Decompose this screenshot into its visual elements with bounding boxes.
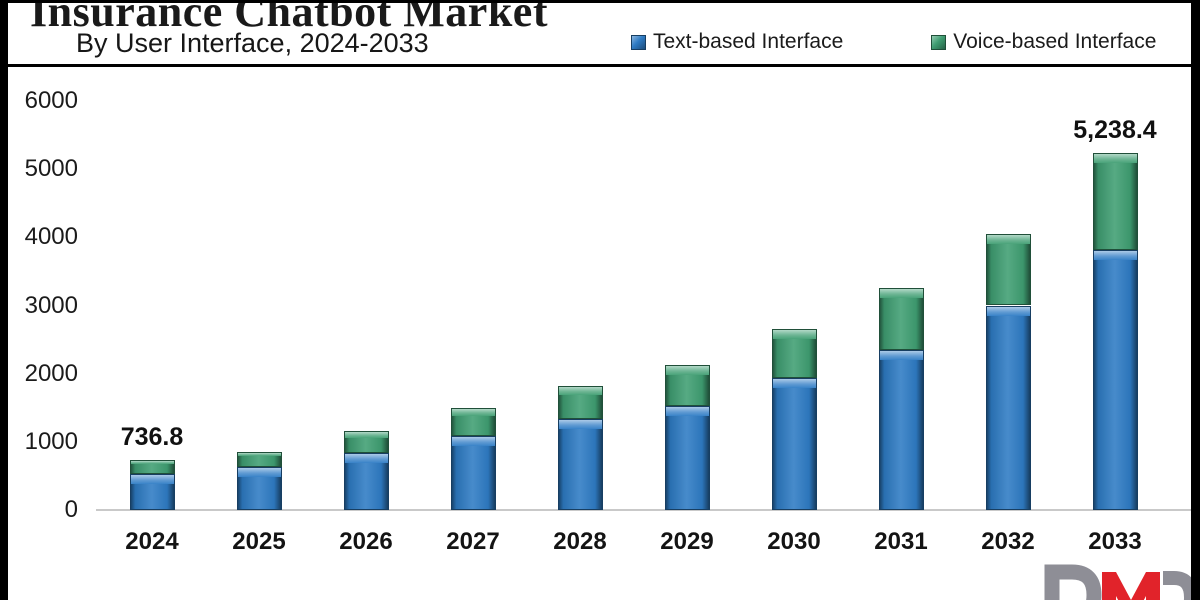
logo-letter-r bbox=[1163, 571, 1199, 600]
dmr-logo-graphic bbox=[1044, 564, 1199, 600]
bar-2028-text-based-interface bbox=[558, 419, 603, 510]
x-axis-label: 2028 bbox=[553, 528, 607, 555]
legend-item-text-based: Text-based Interface bbox=[631, 30, 843, 54]
bar-2028-voice-based-interface bbox=[558, 385, 603, 420]
bar-2025-voice-based-interface bbox=[237, 451, 282, 467]
page-subtitle: By User Interface, 2024-2033 bbox=[76, 28, 429, 58]
bar-2032-voice-based-interface bbox=[986, 233, 1031, 306]
legend-swatch-green-icon bbox=[931, 34, 947, 50]
bar-top-bevel bbox=[1094, 251, 1137, 261]
x-axis-label: 2033 bbox=[1088, 528, 1142, 555]
legend: Text-based Interface Voice-based Interfa… bbox=[631, 30, 1156, 54]
x-axis-label: 2030 bbox=[767, 528, 821, 555]
frame-border-top bbox=[0, 0, 1200, 3]
y-axis-tick-label: 0 bbox=[64, 496, 78, 523]
x-axis-label: 2029 bbox=[660, 528, 714, 555]
bar-2026-text-based-interface bbox=[344, 453, 389, 510]
x-axis-label: 2025 bbox=[232, 528, 286, 555]
bar-2026-voice-based-interface bbox=[344, 430, 389, 454]
x-axis-label: 2032 bbox=[981, 528, 1035, 555]
bar-top-bevel bbox=[345, 454, 388, 464]
bar-top-bevel bbox=[559, 420, 602, 430]
bar-top-bevel bbox=[987, 306, 1030, 316]
y-axis-tick-label: 6000 bbox=[24, 87, 78, 114]
header-divider bbox=[0, 64, 1200, 67]
legend-item-voice-based: Voice-based Interface bbox=[931, 30, 1156, 54]
bar-2033-text-based-interface bbox=[1093, 250, 1138, 510]
bar-top-bevel bbox=[666, 406, 709, 416]
bar-total-label: 5,238.4 bbox=[1073, 115, 1157, 144]
bar-2032-text-based-interface bbox=[986, 305, 1031, 510]
bar-2025-text-based-interface bbox=[237, 466, 282, 510]
bar-total-label: 736.8 bbox=[120, 422, 184, 451]
bar-2024-voice-based-interface bbox=[130, 459, 175, 474]
x-axis-label: 2024 bbox=[125, 528, 179, 555]
bar-top-bevel bbox=[131, 474, 174, 484]
dmr-logo bbox=[1042, 562, 1200, 600]
y-axis-tick-label: 5000 bbox=[24, 155, 78, 183]
bar-top-bevel bbox=[131, 460, 174, 465]
logo-letter-m bbox=[1102, 572, 1160, 600]
bar-top-bevel bbox=[238, 467, 281, 477]
bar-top-bevel bbox=[773, 329, 816, 339]
bar-2033-voice-based-interface bbox=[1093, 152, 1138, 251]
x-axis-label: 2026 bbox=[339, 528, 393, 555]
bar-top-bevel bbox=[987, 234, 1030, 244]
bar-top-bevel bbox=[345, 431, 388, 438]
x-axis-label: 2027 bbox=[446, 528, 500, 555]
logo-letter-d bbox=[1044, 564, 1102, 600]
bar-top-bevel bbox=[666, 365, 709, 375]
bar-top-bevel bbox=[238, 452, 281, 457]
bar-top-bevel bbox=[880, 350, 923, 360]
y-axis-tick-label: 2000 bbox=[24, 359, 78, 387]
x-axis-label: 2031 bbox=[874, 528, 928, 555]
y-axis-tick-label: 3000 bbox=[24, 291, 78, 319]
frame-border-right bbox=[1191, 0, 1200, 600]
bar-2030-voice-based-interface bbox=[772, 328, 817, 379]
bar-2030-text-based-interface bbox=[772, 378, 817, 510]
bar-top-bevel bbox=[452, 409, 495, 417]
bar-2029-voice-based-interface bbox=[665, 364, 710, 406]
frame-border-left bbox=[0, 0, 8, 600]
bar-2027-voice-based-interface bbox=[451, 408, 496, 437]
y-axis-tick-label: 4000 bbox=[24, 223, 78, 251]
bar-2029-text-based-interface bbox=[665, 405, 710, 510]
page-title: Insurance Chatbot Market bbox=[30, 0, 548, 36]
bar-top-bevel bbox=[559, 386, 602, 396]
bar-top-bevel bbox=[452, 437, 495, 447]
legend-label-text-based: Text-based Interface bbox=[653, 30, 844, 53]
bar-top-bevel bbox=[773, 379, 816, 389]
legend-label-voice-based: Voice-based Interface bbox=[953, 30, 1157, 53]
x-axis-line bbox=[96, 509, 1194, 511]
bar-top-bevel bbox=[1094, 153, 1137, 163]
bar-2031-text-based-interface bbox=[879, 349, 924, 510]
legend-swatch-blue-icon bbox=[631, 34, 646, 50]
bar-2024-text-based-interface bbox=[130, 473, 175, 510]
bar-2031-voice-based-interface bbox=[879, 288, 924, 350]
bar-top-bevel bbox=[880, 289, 923, 299]
y-axis-tick-label: 1000 bbox=[24, 427, 78, 455]
bar-2027-text-based-interface bbox=[451, 436, 496, 510]
